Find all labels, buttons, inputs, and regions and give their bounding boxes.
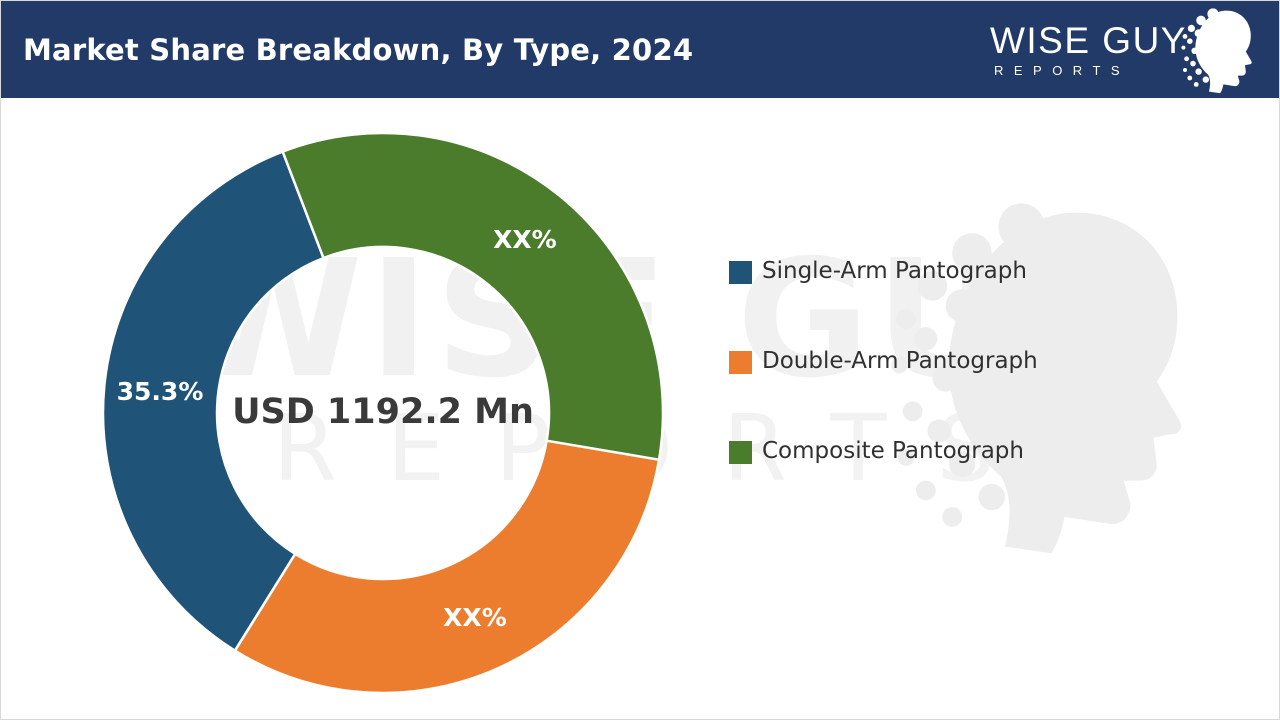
legend-item-double-arm-pantograph: Double-Arm Pantograph xyxy=(729,337,1038,387)
legend-label: Double-Arm Pantograph xyxy=(762,348,1038,375)
legend-label: Composite Pantograph xyxy=(762,438,1024,465)
logo-wordmark: WISE GUY xyxy=(989,19,1187,61)
legend-swatch-single-arm xyxy=(729,260,752,284)
slice-label: XX% xyxy=(493,225,557,254)
chart-center-value: USD 1192.2 Mn xyxy=(232,392,534,432)
logo-subtext: REPORTS xyxy=(993,62,1131,78)
legend-label: Single-Arm Pantograph xyxy=(762,258,1027,285)
page-title: Market Share Breakdown, By Type, 2024 xyxy=(23,32,694,67)
wise-guy-logo: WISE GUY REPORTS xyxy=(990,6,1261,94)
wise-guy-head-icon xyxy=(1181,7,1252,93)
legend-swatch-double-arm xyxy=(729,350,752,374)
header-bar: Market Share Breakdown, By Type, 2024 WI… xyxy=(1,1,1279,98)
pie-slice-composite-pantograph xyxy=(281,131,665,461)
legend-swatch-composite xyxy=(729,440,752,464)
pie-slice-double-arm-pantograph xyxy=(233,439,661,695)
slice-label: XX% xyxy=(443,603,507,632)
pie-slice-single-arm-pantograph xyxy=(101,150,325,652)
slice-label: 35.3% xyxy=(117,377,204,406)
legend: Single-Arm Pantograph Double-Arm Pantogr… xyxy=(729,247,1038,477)
legend-item-single-arm-pantograph: Single-Arm Pantograph xyxy=(729,247,1038,297)
logo-wordmark-block: WISE GUY REPORTS xyxy=(990,22,1187,78)
legend-item-composite-pantograph: Composite Pantograph xyxy=(729,427,1038,477)
